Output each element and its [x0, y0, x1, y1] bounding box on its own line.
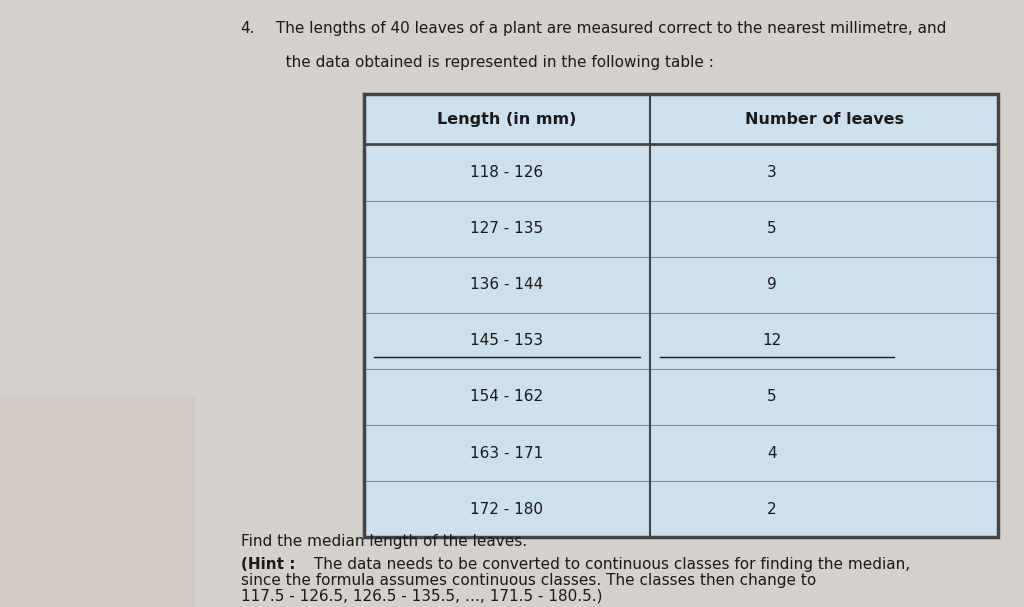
Bar	[0, 405, 195, 416]
Text: 154 - 162: 154 - 162	[470, 390, 544, 404]
Text: 127 - 135: 127 - 135	[470, 221, 544, 236]
Bar	[0, 511, 195, 522]
Bar	[0, 554, 195, 565]
Bar	[0, 448, 195, 458]
Bar	[0, 395, 195, 405]
Bar	[0, 416, 195, 426]
Bar	[0, 596, 195, 607]
Text: 12: 12	[763, 333, 781, 348]
Text: 145 - 153: 145 - 153	[470, 333, 544, 348]
Text: 5: 5	[767, 221, 777, 236]
Text: The lengths of 40 leaves of a plant are measured correct to the nearest millimet: The lengths of 40 leaves of a plant are …	[271, 21, 947, 36]
Text: Number of leaves: Number of leaves	[744, 112, 904, 127]
Text: (Hint :: (Hint :	[241, 557, 295, 572]
Text: 5: 5	[767, 390, 777, 404]
Text: 9: 9	[767, 277, 777, 292]
Bar	[0, 543, 195, 554]
Text: The data needs to be converted to continuous classes for finding the median,: The data needs to be converted to contin…	[309, 557, 910, 572]
Text: the data obtained is represented in the following table :: the data obtained is represented in the …	[271, 55, 714, 70]
Text: 3: 3	[767, 165, 777, 180]
Bar	[0, 469, 195, 480]
Text: 117.5 - 126.5, 126.5 - 135.5, …, 171.5 - 180.5.): 117.5 - 126.5, 126.5 - 135.5, …, 171.5 -…	[241, 588, 602, 603]
Text: 4.: 4.	[241, 21, 255, 36]
Bar	[0, 501, 195, 511]
Bar	[0, 586, 195, 596]
Bar	[0, 533, 195, 543]
Bar	[0, 522, 195, 533]
Bar	[0, 565, 195, 575]
Text: since the formula assumes continuous classes. The classes then change to: since the formula assumes continuous cla…	[241, 572, 816, 588]
Text: 172 - 180: 172 - 180	[470, 501, 544, 517]
Bar	[0, 437, 195, 448]
Text: 136 - 144: 136 - 144	[470, 277, 544, 292]
Text: Find the median length of the leaves.: Find the median length of the leaves.	[241, 534, 526, 549]
Bar	[0, 490, 195, 501]
Bar	[0, 575, 195, 586]
Text: 163 - 171: 163 - 171	[470, 446, 544, 461]
Text: 2: 2	[767, 501, 777, 517]
Bar	[0, 458, 195, 469]
Text: 118 - 126: 118 - 126	[470, 165, 544, 180]
Bar	[0, 480, 195, 490]
Bar	[0, 426, 195, 437]
Text: 4: 4	[767, 446, 777, 461]
Text: Length (in mm): Length (in mm)	[437, 112, 577, 127]
